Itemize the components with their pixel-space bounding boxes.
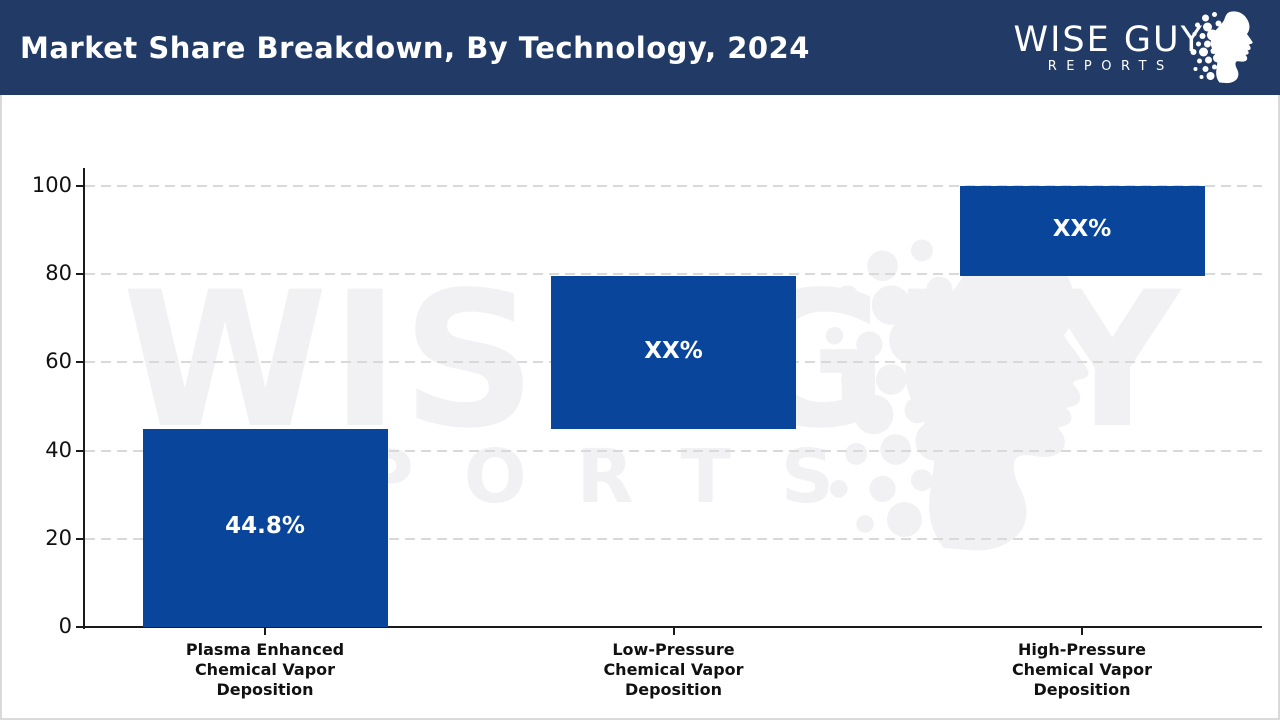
bar-value-label: 44.8% [225,513,305,540]
gridline [85,273,1262,276]
y-tick-label: 100 [31,173,72,197]
logo-subtitle: REPORTS [1047,58,1174,74]
y-tick-label: 20 [45,525,72,550]
bar-value-label: XX% [644,337,703,364]
y-tick-label: 40 [45,437,72,462]
x-category-label-line: Low-Pressure [612,640,735,659]
logo-wordmark: WISE GUY [1013,20,1204,61]
x-category-label-line: Deposition [624,680,723,699]
x-category-label-line: Plasma Enhanced [185,640,345,659]
x-category-label-line: High-Pressure [1017,640,1146,659]
bar-value-label: XX% [1052,216,1112,243]
y-tick-mark [76,185,83,187]
y-tick-mark [76,449,83,452]
y-tick-mark [76,273,83,276]
logo-text: WISE GUY REPORTS [1013,22,1204,74]
gridline [85,185,1262,187]
gridline [85,537,1262,540]
x-axis-line [83,626,1262,628]
x-category-label-line: Chemical Vapor [194,660,336,679]
header-bar: Market Share Breakdown, By Technology, 2… [0,0,1280,95]
y-tick-label: 0 [58,614,72,638]
y-tick-mark [76,361,83,364]
bar [959,186,1205,277]
bar [551,276,796,430]
x-category-label-line: Deposition [216,680,314,699]
x-tick-mark [672,628,675,635]
x-category-label: Low-Pressure Chemical Vapor Deposition [514,640,834,700]
y-tick-mark [76,626,83,628]
gridline [85,449,1262,452]
x-category-label: Plasma Enhanced Chemical Vapor Deposition [105,640,425,700]
y-axis-line [83,168,85,629]
x-tick-mark [1081,628,1083,635]
y-tick-mark [76,537,83,540]
x-category-label: High-Pressure Chemical Vapor Deposition [922,640,1242,700]
x-tick-mark [264,628,266,635]
x-category-label-line: Chemical Vapor [1011,660,1153,679]
y-tick-label: 80 [45,261,72,286]
x-category-label-line: Chemical Vapor [603,660,744,679]
wiseguy-logo: WISE GUY REPORTS [1013,6,1266,90]
chart-title: Market Share Breakdown, By Technology, 2… [20,30,810,65]
y-tick-label: 60 [45,349,72,374]
x-category-label-line: Deposition [1033,680,1131,699]
bar [142,429,388,627]
